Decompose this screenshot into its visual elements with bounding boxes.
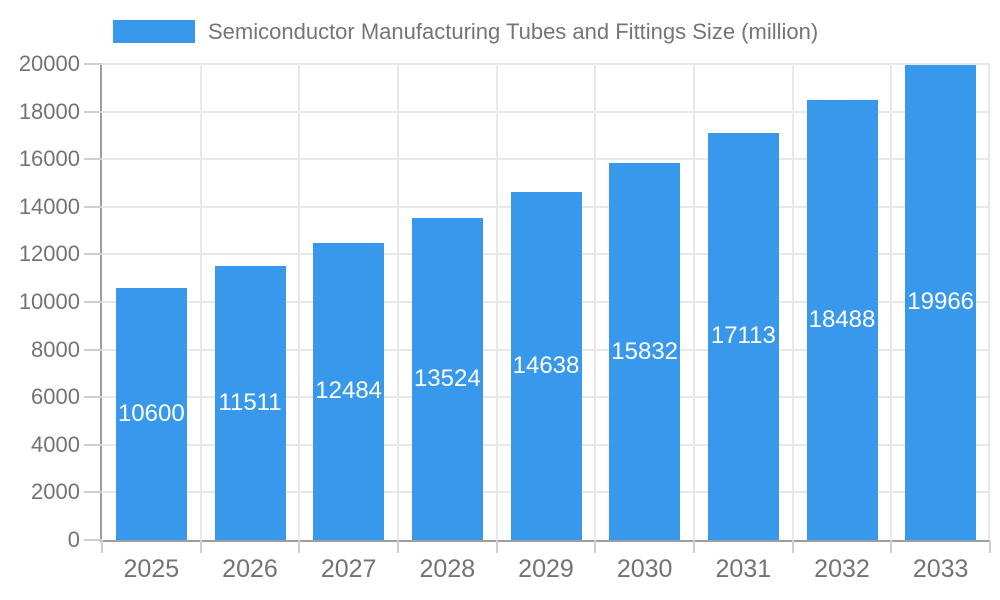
x-gridline	[397, 64, 399, 540]
bar-value-label: 15832	[611, 337, 679, 365]
bar-value-label: 10600	[117, 399, 185, 427]
plot-area: 10600 11511 12484 13524 14638 15832 17113 18488…	[102, 63, 990, 540]
y-tick-mark	[84, 301, 102, 303]
bar-value-label: 19966	[907, 288, 975, 316]
x-gridline	[298, 64, 301, 540]
y-gridline	[102, 110, 990, 113]
y-tick-mark	[84, 158, 102, 161]
x-gridline	[199, 64, 202, 540]
y-axis-tick-label: 2000	[31, 479, 80, 505]
x-gridline	[791, 64, 794, 540]
x-axis-tick-label: 2025	[123, 555, 180, 583]
x-axis-tick-label: 2028	[419, 555, 476, 583]
legend[interactable]: Semiconductor Manufacturing Tubes and Fi…	[113, 18, 818, 45]
x-gridline	[693, 64, 695, 540]
bar-value-label: 13524	[413, 365, 481, 393]
x-tick-mark	[890, 540, 893, 553]
y-axis-tick-label: 12000	[18, 241, 80, 267]
bar-value-label: 14638	[512, 351, 580, 379]
x-axis-tick-label: 2030	[616, 555, 673, 583]
x-gridline	[495, 64, 498, 540]
y-tick-mark	[84, 63, 102, 65]
y-tick-mark	[84, 205, 102, 208]
bar-2032: 18488	[806, 100, 878, 540]
bar-value-label: 11511	[218, 389, 282, 417]
bar-value-label: 17113	[710, 322, 776, 350]
x-tick-mark	[101, 540, 103, 553]
y-tick-mark	[84, 491, 102, 494]
bar-2033: 19966	[905, 64, 977, 540]
y-tick-mark	[84, 110, 102, 113]
bar-2029: 14638	[510, 191, 582, 540]
bar-2028: 13524	[411, 218, 483, 540]
x-axis-tick-label: 2029	[518, 555, 574, 583]
legend-swatch-icon	[113, 20, 195, 43]
y-tick-mark	[84, 348, 102, 351]
y-axis-tick-label: 14000	[18, 193, 80, 219]
x-gridline	[594, 64, 597, 540]
y-tick-mark	[84, 443, 102, 446]
x-tick-mark	[989, 540, 991, 553]
x-axis-tick-label: 2026	[222, 555, 278, 583]
x-axis-tick-label: 2033	[912, 555, 969, 583]
y-axis-tick-label: 18000	[18, 98, 80, 124]
y-axis-tick-label: 20000	[18, 51, 80, 76]
y-axis-tick-label: 16000	[18, 146, 80, 172]
y-tick-mark	[84, 539, 102, 541]
y-tick-mark	[84, 396, 102, 399]
bar-2027: 12484	[313, 242, 385, 540]
bar-2025: 10600	[115, 287, 187, 540]
x-axis-tick-label: 2032	[814, 555, 870, 583]
y-axis-tick-label: 0	[67, 527, 80, 552]
bar-value-label: 12484	[315, 377, 383, 405]
y-axis-tick-label: 4000	[31, 431, 80, 457]
x-tick-mark	[791, 540, 794, 553]
x-axis-tick-label: 2027	[320, 555, 377, 583]
x-tick-mark	[397, 540, 399, 553]
y-axis-tick-label: 10000	[18, 289, 80, 314]
bar-2030: 15832	[609, 163, 681, 540]
x-gridline	[988, 64, 990, 540]
bar-value-label: 18488	[808, 306, 876, 333]
x-tick-mark	[693, 540, 695, 553]
chart-title: Semiconductor Manufacturing Tubes and Fi…	[208, 19, 819, 44]
x-gridline	[890, 64, 893, 540]
bar-2026: 11511	[214, 266, 286, 540]
y-tick-mark	[84, 253, 102, 256]
y-axis-line	[100, 64, 102, 542]
y-axis-tick-label: 8000	[31, 336, 80, 362]
y-axis-tick-label: 6000	[31, 384, 80, 410]
x-tick-mark	[594, 540, 597, 553]
x-tick-mark	[199, 540, 202, 553]
x-tick-mark	[298, 540, 301, 553]
x-axis-line	[100, 540, 990, 542]
x-tick-mark	[495, 540, 498, 553]
y-gridline	[102, 158, 990, 161]
bar-2031: 17113	[707, 132, 779, 540]
y-gridline	[102, 63, 990, 65]
x-axis-tick-label: 2031	[715, 555, 772, 583]
